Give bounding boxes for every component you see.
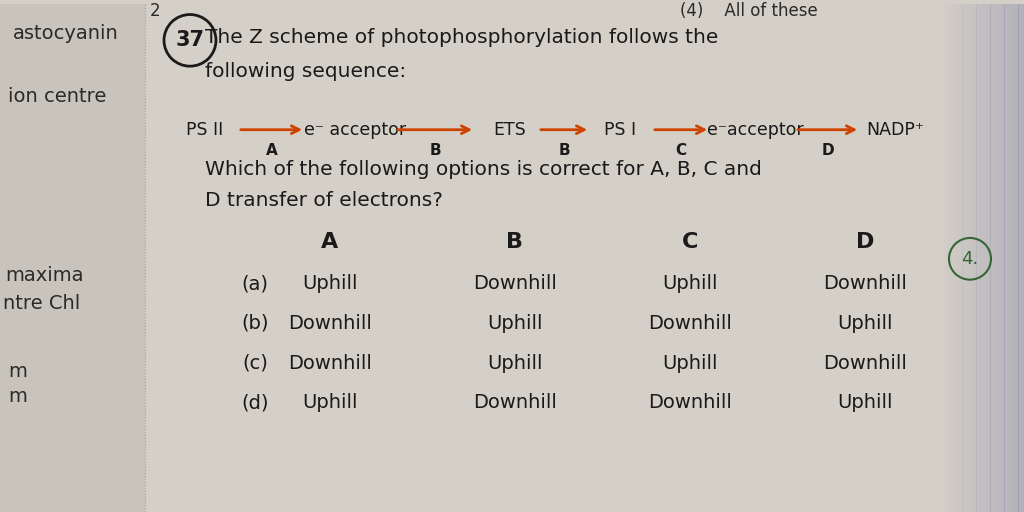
Text: (b): (b) bbox=[242, 314, 268, 333]
Text: (4)    All of these: (4) All of these bbox=[680, 2, 818, 19]
Text: (c): (c) bbox=[242, 354, 268, 373]
Bar bbox=[1019, 4, 1021, 512]
Bar bbox=[1021, 4, 1024, 512]
Text: Uphill: Uphill bbox=[302, 274, 357, 293]
Text: Uphill: Uphill bbox=[302, 393, 357, 412]
Text: C: C bbox=[676, 143, 686, 158]
Text: Downhill: Downhill bbox=[288, 354, 372, 373]
Text: PS II: PS II bbox=[186, 121, 223, 139]
Text: Downhill: Downhill bbox=[288, 314, 372, 333]
Bar bbox=[979, 4, 982, 512]
Text: Uphill: Uphill bbox=[487, 314, 543, 333]
Bar bbox=[1010, 4, 1013, 512]
Bar bbox=[1016, 4, 1019, 512]
Bar bbox=[954, 4, 957, 512]
Text: e⁻acceptor: e⁻acceptor bbox=[707, 121, 803, 139]
Bar bbox=[998, 4, 1001, 512]
Text: B: B bbox=[558, 143, 569, 158]
Bar bbox=[985, 4, 988, 512]
Bar bbox=[945, 4, 948, 512]
Text: ETS: ETS bbox=[494, 121, 526, 139]
Text: 37: 37 bbox=[175, 30, 205, 50]
Bar bbox=[993, 4, 996, 512]
Bar bbox=[1001, 4, 1005, 512]
Text: D: D bbox=[821, 143, 834, 158]
Bar bbox=[1008, 4, 1011, 512]
Bar bbox=[996, 4, 999, 512]
Bar bbox=[987, 4, 990, 512]
Bar bbox=[943, 4, 946, 512]
Text: Uphill: Uphill bbox=[838, 314, 893, 333]
Text: 4.: 4. bbox=[962, 250, 979, 268]
Text: 2: 2 bbox=[150, 2, 161, 19]
Text: B: B bbox=[429, 143, 440, 158]
Text: Downhill: Downhill bbox=[823, 274, 907, 293]
Text: Uphill: Uphill bbox=[487, 354, 543, 373]
Bar bbox=[963, 4, 966, 512]
Text: ion centre: ion centre bbox=[8, 88, 106, 106]
Text: D transfer of electrons?: D transfer of electrons? bbox=[205, 190, 442, 210]
Text: astocyanin: astocyanin bbox=[13, 24, 119, 43]
Bar bbox=[956, 4, 959, 512]
Bar bbox=[1013, 4, 1016, 512]
Text: following sequence:: following sequence: bbox=[205, 61, 407, 80]
Bar bbox=[948, 4, 951, 512]
Bar bbox=[982, 4, 985, 512]
Text: The Z scheme of photophosphorylation follows the: The Z scheme of photophosphorylation fol… bbox=[205, 28, 719, 47]
Text: Downhill: Downhill bbox=[648, 393, 732, 412]
Text: Downhill: Downhill bbox=[823, 354, 907, 373]
Text: Downhill: Downhill bbox=[648, 314, 732, 333]
Bar bbox=[966, 4, 969, 512]
Text: C: C bbox=[682, 232, 698, 252]
Bar bbox=[951, 4, 954, 512]
Bar bbox=[990, 4, 993, 512]
Text: maxima: maxima bbox=[5, 266, 84, 285]
Text: m: m bbox=[8, 387, 27, 407]
Bar bbox=[0, 4, 145, 512]
Text: D: D bbox=[856, 232, 874, 252]
Text: Which of the following options is correct for A, B, C and: Which of the following options is correc… bbox=[205, 160, 762, 179]
Text: Uphill: Uphill bbox=[838, 393, 893, 412]
Text: A: A bbox=[322, 232, 339, 252]
Bar bbox=[959, 4, 963, 512]
Text: Downhill: Downhill bbox=[473, 393, 557, 412]
Text: Uphill: Uphill bbox=[663, 274, 718, 293]
Bar bbox=[977, 4, 979, 512]
Text: NADP⁺: NADP⁺ bbox=[866, 121, 924, 139]
Text: (d): (d) bbox=[242, 393, 268, 412]
Bar bbox=[1005, 4, 1008, 512]
Text: m: m bbox=[8, 361, 27, 380]
Bar bbox=[940, 4, 943, 512]
Text: A: A bbox=[265, 143, 278, 158]
Text: Downhill: Downhill bbox=[473, 274, 557, 293]
Text: B: B bbox=[507, 232, 523, 252]
Text: PS I: PS I bbox=[604, 121, 636, 139]
Text: (a): (a) bbox=[242, 274, 268, 293]
Text: Uphill: Uphill bbox=[663, 354, 718, 373]
Text: ntre Chl: ntre Chl bbox=[3, 294, 80, 313]
Bar bbox=[971, 4, 974, 512]
Bar bbox=[974, 4, 977, 512]
Bar bbox=[968, 4, 971, 512]
Text: e⁻ acceptor: e⁻ acceptor bbox=[304, 121, 407, 139]
